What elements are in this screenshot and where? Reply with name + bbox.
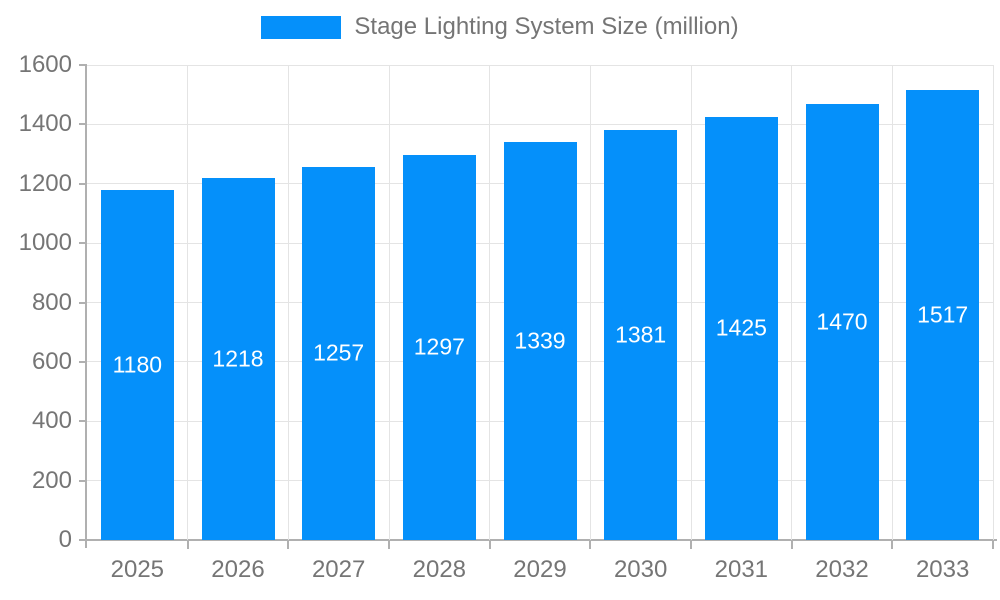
plot-area: 1180 1218 1257 1297 1339 1381 1425 1470 1517 bbox=[87, 64, 994, 540]
y-axis-tick bbox=[79, 64, 87, 66]
y-axis-label: 600 bbox=[31, 347, 72, 375]
bar: 1218 bbox=[201, 178, 275, 540]
y-axis-tick bbox=[79, 479, 87, 482]
v-gridline bbox=[992, 65, 994, 540]
y-axis-tick bbox=[79, 242, 87, 245]
y-axis-label: 1000 bbox=[18, 229, 72, 257]
bar-value-label: 1517 bbox=[917, 301, 969, 328]
x-axis-tick bbox=[992, 541, 994, 549]
y-axis-tick bbox=[79, 301, 87, 304]
bar: 1470 bbox=[805, 103, 879, 540]
v-gridline bbox=[287, 65, 289, 540]
y-axis-label: 0 bbox=[58, 526, 72, 553]
legend-label: Stage Lighting System Size (million) bbox=[354, 13, 739, 40]
bar-value-label: 1381 bbox=[615, 321, 667, 348]
legend-swatch-icon bbox=[261, 15, 342, 39]
y-axis-tick bbox=[79, 360, 87, 363]
v-gridline bbox=[891, 65, 893, 540]
v-gridline bbox=[791, 65, 793, 540]
bar: 1257 bbox=[302, 166, 376, 540]
x-axis-label: 2025 bbox=[110, 556, 165, 583]
x-axis-label: 2028 bbox=[412, 556, 467, 583]
v-gridline bbox=[589, 65, 591, 540]
bar-value-label: 1470 bbox=[816, 308, 868, 335]
y-axis-tick bbox=[79, 420, 87, 423]
x-axis-tick bbox=[790, 541, 793, 549]
y-axis-label: 1400 bbox=[18, 110, 72, 138]
bar-value-label: 1218 bbox=[212, 345, 264, 372]
y-axis-tick bbox=[79, 539, 87, 541]
x-axis-label: 2026 bbox=[211, 556, 265, 583]
v-gridline bbox=[388, 65, 390, 540]
x-axis-tick bbox=[488, 541, 491, 549]
x-axis-label: 2033 bbox=[915, 556, 970, 583]
x-axis-label: 2031 bbox=[714, 556, 769, 583]
bar: 1381 bbox=[604, 130, 678, 540]
y-axis-label: 800 bbox=[31, 288, 72, 316]
x-axis-label: 2027 bbox=[311, 556, 366, 583]
bar: 1339 bbox=[503, 142, 577, 540]
y-axis-label: 1200 bbox=[18, 169, 72, 197]
legend[interactable]: Stage Lighting System Size (million) bbox=[0, 13, 1000, 41]
x-axis-label: 2029 bbox=[513, 556, 567, 583]
h-gridline bbox=[87, 64, 993, 66]
x-axis-tick bbox=[388, 541, 390, 549]
x-axis-label: 2032 bbox=[815, 556, 869, 583]
bar: 1297 bbox=[402, 154, 476, 540]
x-axis-label: 2030 bbox=[613, 556, 668, 583]
y-axis-label: 400 bbox=[31, 407, 72, 435]
x-axis-tick bbox=[287, 541, 290, 549]
bar: 1517 bbox=[906, 89, 980, 540]
bar-value-label: 1257 bbox=[313, 339, 365, 366]
x-axis-tick bbox=[186, 541, 189, 549]
v-gridline bbox=[690, 65, 692, 540]
x-axis-tick bbox=[690, 541, 692, 549]
bar-value-label: 1180 bbox=[112, 351, 163, 378]
x-axis-line bbox=[79, 539, 997, 541]
bar-value-label: 1297 bbox=[413, 333, 465, 360]
y-axis-label: 200 bbox=[31, 466, 72, 494]
y-axis-line bbox=[85, 65, 87, 548]
y-axis-tick bbox=[79, 123, 87, 126]
v-gridline bbox=[489, 65, 491, 540]
bar-value-label: 1339 bbox=[514, 327, 566, 354]
bar-value-label: 1425 bbox=[715, 314, 767, 341]
bar: 1180 bbox=[100, 189, 174, 540]
y-axis-label: 1600 bbox=[18, 51, 72, 78]
x-axis-tick bbox=[891, 541, 894, 549]
y-axis-tick bbox=[79, 182, 87, 185]
bar: 1425 bbox=[704, 116, 778, 540]
x-axis-tick bbox=[589, 541, 592, 549]
v-gridline bbox=[187, 65, 189, 540]
h-gridline bbox=[87, 123, 993, 125]
